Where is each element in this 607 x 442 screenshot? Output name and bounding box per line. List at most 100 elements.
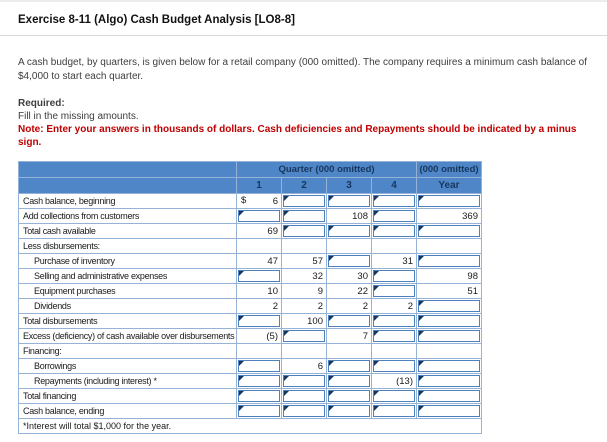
answer-input[interactable] [418,375,480,387]
answer-input[interactable] [238,390,280,402]
answer-input[interactable] [418,255,480,267]
value-cell: (5) [237,329,282,344]
answer-cell [237,314,282,329]
quarter-group-header: Quarter (000 omitted) [237,162,417,178]
cell-value: 57 [312,255,323,267]
table-row: Total cash available 69 [19,224,482,239]
blank-cell [237,344,282,359]
answer-cell [372,224,417,239]
answer-cell [327,224,372,239]
answer-input[interactable] [418,195,480,207]
value-cell: 69 [237,224,282,239]
column-header-q3: 3 [327,178,372,194]
header-corner-cell [19,162,237,178]
value-cell: 100 [282,314,327,329]
answer-input[interactable] [328,255,370,267]
cell-value: 31 [402,255,413,267]
answer-input[interactable] [238,375,280,387]
required-text: Fill in the missing amounts. [18,111,139,122]
cell-value: 32 [312,270,323,282]
answer-cell [417,389,482,404]
answer-input[interactable] [283,210,325,222]
answer-input[interactable] [238,360,280,372]
answer-cell [282,194,327,209]
cell-value: 2 [317,300,323,312]
value-cell: (13) [372,374,417,389]
answer-cell [237,374,282,389]
cell-value: 6 [272,195,278,207]
answer-input[interactable] [328,315,370,327]
answer-input[interactable] [328,225,370,237]
row-label: Repayments (including interest) * [19,374,237,389]
note-label: Note: [18,124,44,135]
answer-cell [282,389,327,404]
cell-value: 7 [362,330,368,342]
value-cell: 2 [372,299,417,314]
answer-input[interactable] [418,360,480,372]
answer-cell [417,314,482,329]
answer-input[interactable] [373,405,415,417]
answer-input[interactable] [238,405,280,417]
answer-cell [372,209,417,224]
answer-input[interactable] [283,225,325,237]
answer-input[interactable] [373,330,415,342]
blank-cell [282,239,327,254]
blank-cell [282,344,327,359]
blank-cell [372,239,417,254]
answer-input[interactable] [283,390,325,402]
answer-input[interactable] [328,195,370,207]
answer-cell [237,389,282,404]
answer-input[interactable] [418,300,480,312]
cell-value: 22 [357,285,368,297]
answer-cell [372,194,417,209]
cell-value: 2 [362,300,368,312]
cell-value: 98 [467,270,478,282]
answer-input[interactable] [373,360,415,372]
answer-input[interactable] [373,195,415,207]
answer-input[interactable] [373,270,415,282]
table-body: Cash balance, beginning $6 Add collections… [19,194,482,419]
answer-input[interactable] [373,390,415,402]
answer-input[interactable] [418,405,480,417]
answer-input[interactable] [238,270,280,282]
answer-cell [372,269,417,284]
answer-input[interactable] [283,405,325,417]
answer-input[interactable] [418,315,480,327]
cell-value: 30 [357,270,368,282]
answer-input[interactable] [373,225,415,237]
answer-cell [417,299,482,314]
note-text: Note: Enter your answers in thousands of… [18,123,589,149]
answer-input[interactable] [238,210,280,222]
answer-input[interactable] [418,390,480,402]
answer-input[interactable] [373,315,415,327]
answer-input[interactable] [373,285,415,297]
row-label: Excess (deficiency) of cash available ov… [19,329,237,344]
answer-input[interactable] [328,390,370,402]
answer-input[interactable] [283,330,325,342]
row-label: Total cash available [19,224,237,239]
answer-input[interactable] [418,330,480,342]
table-row: Borrowings 6 [19,359,482,374]
answer-input[interactable] [328,360,370,372]
answer-input[interactable] [283,195,325,207]
answer-input[interactable] [238,315,280,327]
year-group-header: (000 omitted) [417,162,482,178]
answer-input[interactable] [328,405,370,417]
answer-cell [327,404,372,419]
table-header-column-row: 1 2 3 4 Year [19,178,482,194]
answer-input[interactable] [418,225,480,237]
row-label: Financing: [19,344,237,359]
answer-cell [327,194,372,209]
required-label: Required: [18,98,65,109]
answer-cell [372,404,417,419]
value-cell: 9 [282,284,327,299]
answer-input[interactable] [328,375,370,387]
answer-input[interactable] [373,210,415,222]
value-cell: 22 [327,284,372,299]
answer-input[interactable] [283,375,325,387]
blank-cell [327,239,372,254]
cash-budget-table: Quarter (000 omitted) (000 omitted) 1 2 … [18,161,482,434]
cell-value: 2 [407,300,413,312]
answer-cell [372,389,417,404]
table-row: Excess (deficiency) of cash available ov… [19,329,482,344]
